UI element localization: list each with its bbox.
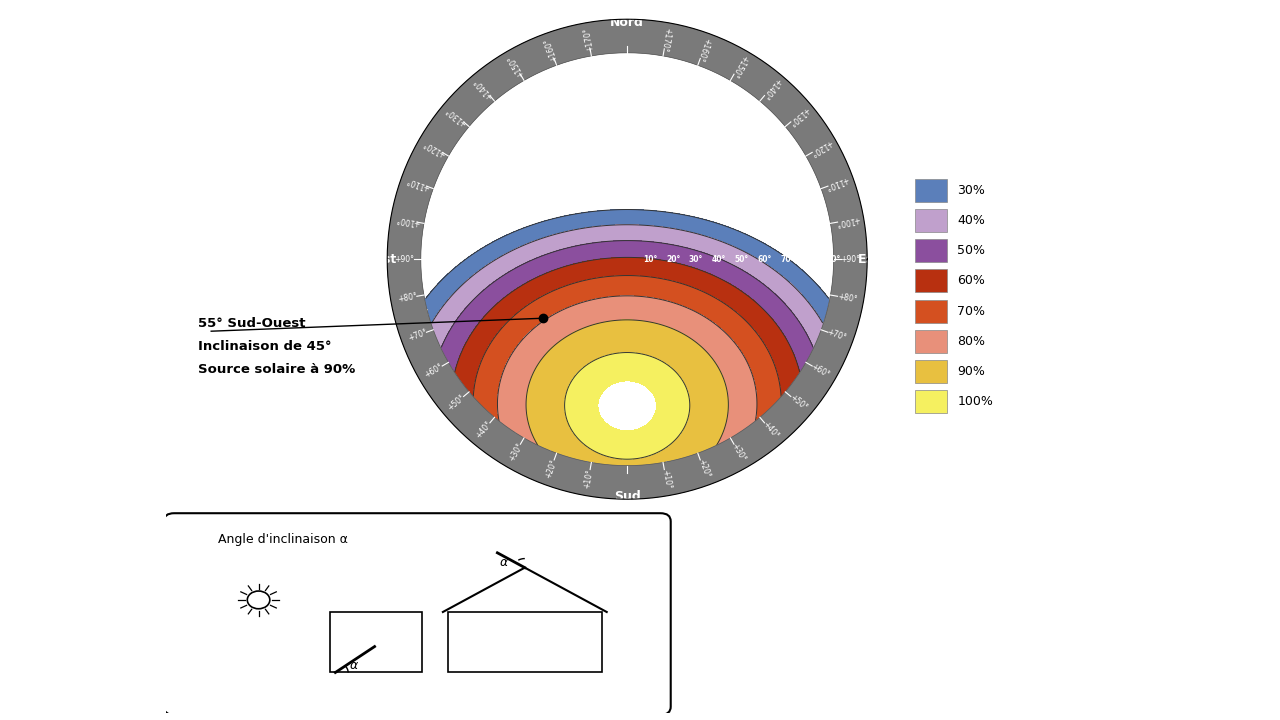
Point bbox=[617, 253, 637, 265]
Text: 40%: 40% bbox=[957, 214, 986, 227]
Bar bbox=[330, 612, 422, 672]
Text: +100°: +100° bbox=[835, 214, 860, 227]
Text: 50%: 50% bbox=[957, 244, 986, 257]
Text: 80°: 80° bbox=[804, 255, 818, 264]
Point bbox=[617, 253, 637, 265]
Text: +20°: +20° bbox=[696, 458, 712, 480]
Text: +170°: +170° bbox=[582, 27, 595, 53]
Point bbox=[617, 253, 637, 265]
Text: 10°: 10° bbox=[643, 255, 657, 264]
Point bbox=[617, 253, 637, 265]
Point bbox=[617, 253, 637, 265]
Text: 100%: 100% bbox=[957, 395, 993, 408]
Text: +160°: +160° bbox=[543, 36, 559, 63]
Text: 70°: 70° bbox=[781, 255, 795, 264]
Text: 30%: 30% bbox=[957, 184, 986, 197]
Point bbox=[617, 253, 637, 265]
Text: +40°: +40° bbox=[474, 420, 494, 441]
Text: +120°: +120° bbox=[808, 138, 833, 158]
Text: 30°: 30° bbox=[689, 255, 703, 264]
Text: +160°: +160° bbox=[695, 36, 712, 63]
Text: 60%: 60% bbox=[957, 274, 986, 287]
Text: +10°: +10° bbox=[659, 469, 672, 490]
FancyBboxPatch shape bbox=[164, 513, 671, 715]
Text: +100°: +100° bbox=[394, 214, 420, 227]
Text: 90°: 90° bbox=[827, 255, 841, 264]
Text: 20°: 20° bbox=[666, 255, 680, 264]
Text: +110°: +110° bbox=[404, 174, 430, 192]
Text: +130°: +130° bbox=[786, 104, 810, 127]
Text: +150°: +150° bbox=[506, 53, 526, 79]
Text: +30°: +30° bbox=[730, 441, 748, 464]
Text: Sud: Sud bbox=[614, 490, 640, 503]
Text: Inclinaison de 45°: Inclinaison de 45° bbox=[198, 340, 332, 353]
Bar bbox=[448, 612, 602, 672]
Text: +60°: +60° bbox=[809, 362, 832, 379]
Text: 70%: 70% bbox=[957, 305, 986, 318]
Point bbox=[617, 253, 637, 265]
Text: +140°: +140° bbox=[759, 76, 782, 101]
Text: 80%: 80% bbox=[957, 335, 986, 348]
Text: +150°: +150° bbox=[728, 53, 749, 79]
Point bbox=[617, 253, 637, 265]
Point bbox=[617, 253, 637, 265]
Text: +90°: +90° bbox=[841, 255, 860, 264]
Text: α: α bbox=[499, 556, 507, 569]
Text: +120°: +120° bbox=[421, 138, 447, 158]
Point bbox=[617, 253, 637, 265]
Text: +130°: +130° bbox=[444, 104, 468, 127]
Text: Est: Est bbox=[858, 253, 879, 266]
Text: +30°: +30° bbox=[507, 441, 525, 464]
Text: +70°: +70° bbox=[826, 328, 847, 343]
Text: α: α bbox=[349, 660, 358, 672]
Text: 50°: 50° bbox=[735, 255, 749, 264]
Point bbox=[617, 253, 637, 265]
Text: +170°: +170° bbox=[659, 27, 672, 53]
Text: Angle d'inclinaison α: Angle d'inclinaison α bbox=[218, 534, 347, 546]
Text: 90%: 90% bbox=[957, 365, 986, 378]
Circle shape bbox=[421, 53, 833, 466]
Text: 60°: 60° bbox=[758, 255, 772, 264]
Text: +80°: +80° bbox=[397, 292, 419, 304]
Point bbox=[617, 253, 637, 265]
Text: +70°: +70° bbox=[407, 328, 429, 343]
Text: Ouest: Ouest bbox=[356, 253, 397, 266]
Text: 55° Sud-Ouest: 55° Sud-Ouest bbox=[198, 317, 306, 330]
Text: 40°: 40° bbox=[712, 255, 726, 264]
Text: +50°: +50° bbox=[445, 393, 467, 413]
Text: +110°: +110° bbox=[824, 174, 850, 192]
Point bbox=[617, 253, 637, 265]
Circle shape bbox=[388, 19, 867, 499]
Text: Source solaire à 90%: Source solaire à 90% bbox=[198, 363, 356, 376]
Text: Nord: Nord bbox=[611, 16, 644, 29]
Point bbox=[617, 253, 637, 265]
Polygon shape bbox=[388, 19, 867, 499]
Text: +140°: +140° bbox=[472, 76, 495, 101]
Text: +50°: +50° bbox=[787, 393, 809, 413]
Text: +40°: +40° bbox=[760, 420, 781, 441]
Point bbox=[617, 253, 637, 265]
Text: +10°: +10° bbox=[582, 469, 595, 490]
Text: +20°: +20° bbox=[543, 458, 558, 480]
Text: +90°: +90° bbox=[394, 255, 413, 264]
Text: +60°: +60° bbox=[422, 362, 445, 379]
Point bbox=[617, 253, 637, 265]
Text: +80°: +80° bbox=[836, 292, 858, 304]
